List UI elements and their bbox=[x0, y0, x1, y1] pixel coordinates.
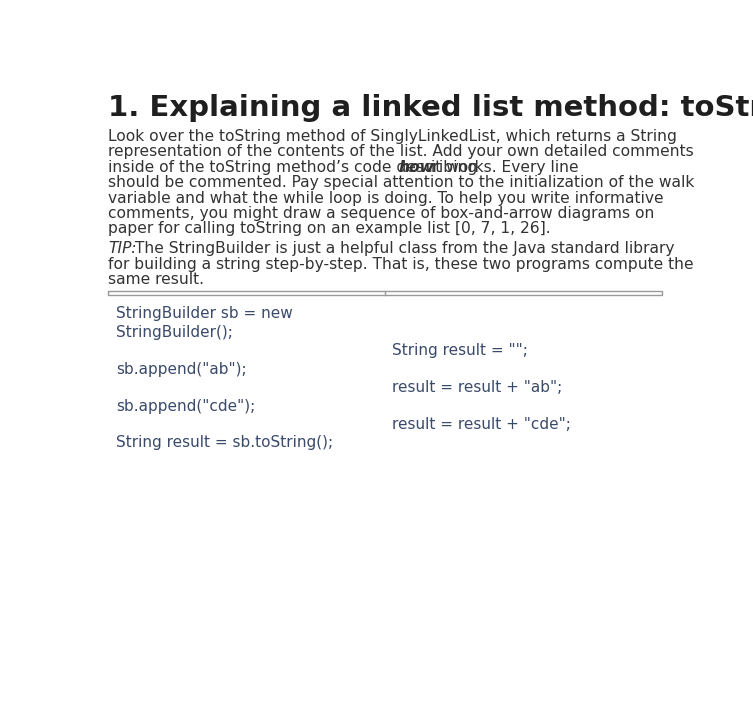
Text: Look over the toString method of SinglyLinkedList, which returns a String: Look over the toString method of SinglyL… bbox=[108, 129, 677, 144]
Text: result = result + "cde";: result = result + "cde"; bbox=[392, 417, 572, 432]
Text: it works. Every line: it works. Every line bbox=[426, 160, 578, 175]
Text: variable and what the while loop is doing. To help you write informative: variable and what the while loop is doin… bbox=[108, 191, 663, 205]
Text: same result.: same result. bbox=[108, 272, 204, 288]
Text: String result = "";: String result = ""; bbox=[392, 343, 529, 358]
Text: how: how bbox=[398, 160, 434, 175]
Text: sb.append("cde");: sb.append("cde"); bbox=[116, 399, 255, 413]
Text: comments, you might draw a sequence of box-and-arrow diagrams on: comments, you might draw a sequence of b… bbox=[108, 206, 654, 221]
Text: result = result + "ab";: result = result + "ab"; bbox=[392, 380, 562, 395]
Text: The StringBuilder is just a helpful class from the Java standard library: The StringBuilder is just a helpful clas… bbox=[130, 241, 675, 257]
Text: should be commented. Pay special attention to the initialization of the walk: should be commented. Pay special attenti… bbox=[108, 175, 694, 191]
Text: String result = sb.toString();: String result = sb.toString(); bbox=[116, 435, 333, 451]
Text: StringBuilder();: StringBuilder(); bbox=[116, 325, 233, 340]
Bar bbox=[108, 291, 662, 295]
Text: paper for calling toString on an example list [0, 7, 1, 26].: paper for calling toString on an example… bbox=[108, 221, 550, 236]
Text: representation of the contents of the list. Add your own detailed comments: representation of the contents of the li… bbox=[108, 144, 694, 160]
Text: StringBuilder sb = new: StringBuilder sb = new bbox=[116, 306, 293, 321]
Text: TIP:: TIP: bbox=[108, 241, 136, 257]
Text: sb.append("ab");: sb.append("ab"); bbox=[116, 361, 246, 377]
Text: 1. Explaining a linked list method: toString: 1. Explaining a linked list method: toSt… bbox=[108, 94, 753, 122]
Text: for building a string step-by-step. That is, these two programs compute the: for building a string step-by-step. That… bbox=[108, 257, 694, 272]
Text: inside of the toString method’s code describing: inside of the toString method’s code des… bbox=[108, 160, 482, 175]
